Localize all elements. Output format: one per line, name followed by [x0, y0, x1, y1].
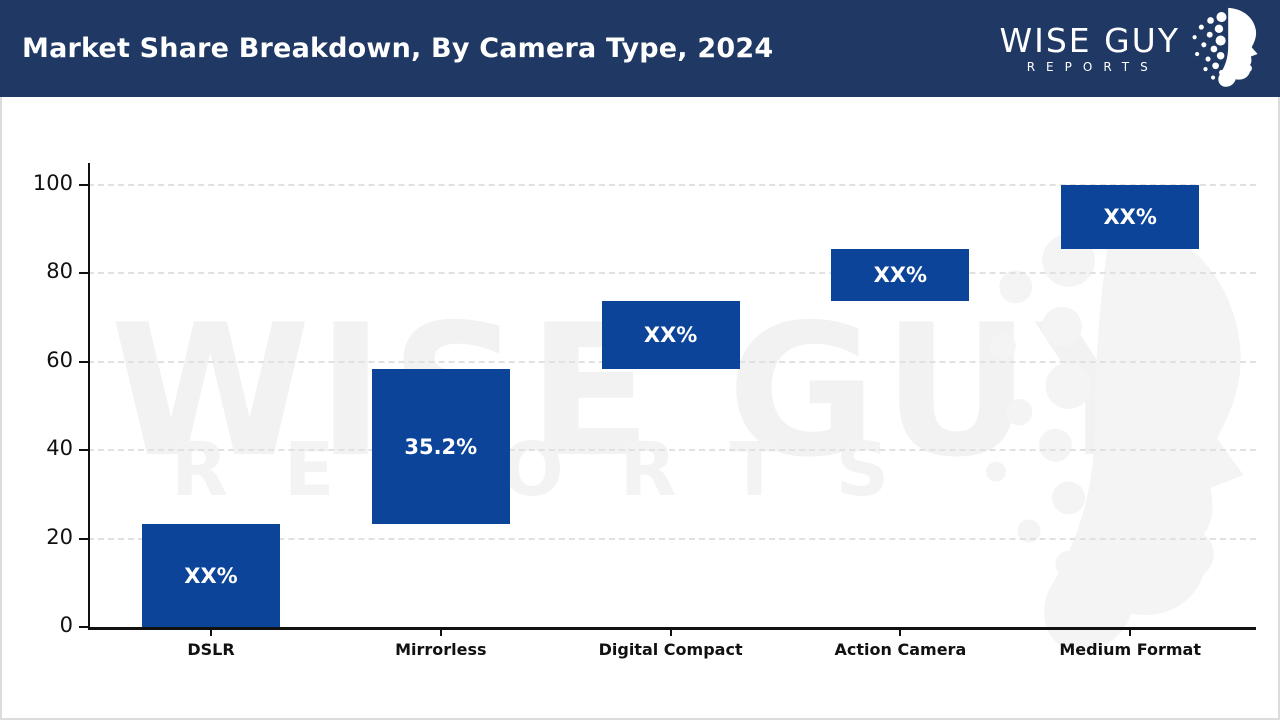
logo-wordmark-sub: REPORTS — [1026, 59, 1159, 74]
bar-value-label-mirrorless: 35.2% — [404, 434, 478, 459]
x-tick-label-action-camera: Action Camera — [834, 640, 967, 659]
y-tick-label-80: 80 — [46, 259, 73, 284]
bar-mirrorless: 35.2% — [371, 368, 510, 525]
y-tick-label-0: 0 — [59, 613, 73, 637]
chart-area: WISE GUY REPORTS 0 20 40 60 80 100 XX% 35.2% XX%… — [0, 97, 1280, 720]
bar-digital-compact: XX% — [601, 300, 740, 369]
grid-line-100 — [88, 184, 1256, 186]
x-tick-mark-medium-format — [1129, 629, 1132, 636]
y-tick-label-100: 100 — [32, 171, 73, 195]
y-tick-mark-80 — [79, 272, 88, 275]
x-tick-label-mirrorless: Mirrorless — [395, 640, 487, 659]
grid-line-40 — [88, 449, 1256, 452]
x-tick-label-medium-format: Medium Format — [1059, 640, 1201, 659]
bar-value-label-action-camera: XX% — [873, 262, 928, 287]
bar-medium-format: XX% — [1061, 185, 1200, 249]
y-tick-mark-40 — [79, 449, 88, 452]
y-tick-label-20: 20 — [46, 524, 73, 549]
x-tick-label-dslr: DSLR — [187, 640, 235, 659]
y-tick-mark-0 — [79, 626, 88, 628]
y-tick-label-60: 60 — [46, 347, 73, 372]
brand-logo: WISE GUY REPORTS — [999, 6, 1266, 92]
page-title: Market Share Breakdown, By Camera Type, … — [22, 33, 774, 64]
grid-line-80 — [88, 272, 1256, 275]
logo-wordmark-main: WISE GUY — [999, 20, 1180, 60]
x-tick-mark-dslr — [210, 629, 212, 636]
x-axis-spine — [88, 627, 1256, 630]
logo-wordmark: WISE GUY REPORTS — [999, 20, 1180, 75]
bar-value-label-medium-format: XX% — [1103, 204, 1157, 229]
y-tick-mark-60 — [79, 360, 88, 363]
waterfall-chart: 0 20 40 60 80 100 XX% 35.2% XX% XX% XX% DSLR Mirrorl… — [0, 97, 1280, 720]
y-tick-mark-100 — [79, 184, 88, 186]
bar-value-label-dslr: XX% — [184, 563, 238, 588]
bar-dslr: XX% — [142, 524, 280, 627]
x-tick-mark-digital-compact — [669, 629, 672, 636]
x-tick-label-digital-compact: Digital Compact — [598, 640, 743, 659]
bar-action-camera: XX% — [831, 248, 970, 301]
y-tick-label-40: 40 — [46, 436, 73, 461]
logo-face-icon — [1192, 7, 1258, 87]
x-tick-mark-action-camera — [899, 629, 902, 636]
y-axis-spine — [88, 163, 90, 629]
grid-line-20 — [88, 537, 1256, 540]
header: Market Share Breakdown, By Camera Type, … — [0, 0, 1280, 97]
bar-value-label-digital-compact: XX% — [643, 322, 698, 347]
x-tick-mark-mirrorless — [439, 629, 442, 636]
y-tick-mark-20 — [79, 537, 88, 540]
